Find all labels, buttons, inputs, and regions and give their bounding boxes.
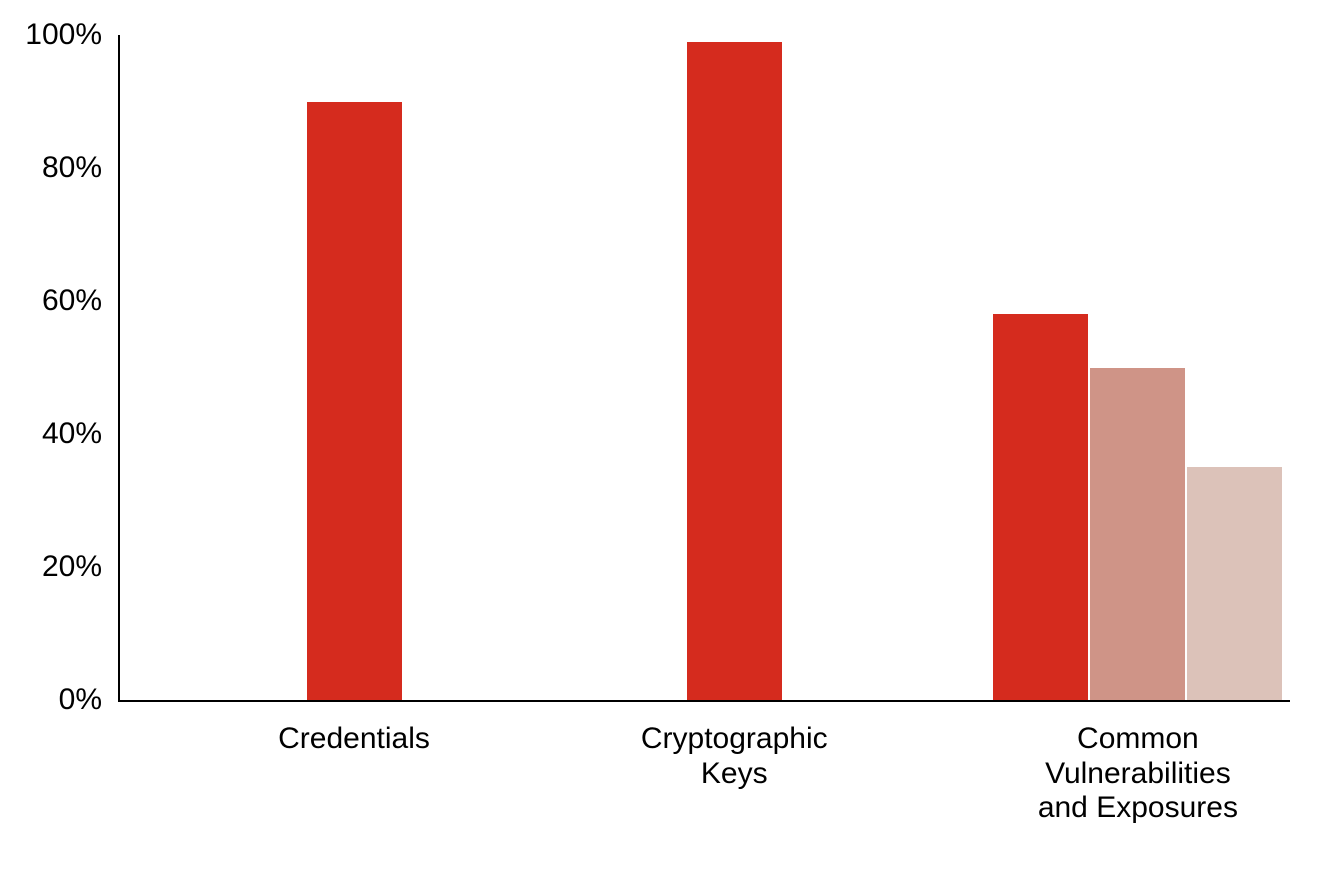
x-tick-label: CommonVulnerabilitiesand Exposures — [978, 722, 1298, 826]
y-tick-label: 20% — [42, 550, 102, 584]
bar — [687, 42, 782, 700]
bar-chart: 0% 20% 40% 60% 80% 100% Credentials Cryptograph… — [0, 0, 1319, 879]
y-tick-label: 0% — [59, 683, 102, 717]
plot-area — [120, 35, 1290, 700]
bar — [993, 314, 1088, 700]
bar — [307, 102, 402, 701]
y-tick-label: 60% — [42, 284, 102, 318]
x-tick-label: Credentials — [194, 722, 514, 757]
x-axis — [118, 700, 1290, 702]
y-tick-label: 100% — [25, 18, 102, 52]
y-tick-label: 40% — [42, 417, 102, 451]
bar — [1090, 368, 1185, 701]
bar — [1187, 467, 1282, 700]
y-tick-label: 80% — [42, 151, 102, 185]
x-tick-label: CryptographicKeys — [574, 722, 894, 791]
y-axis — [118, 35, 120, 700]
